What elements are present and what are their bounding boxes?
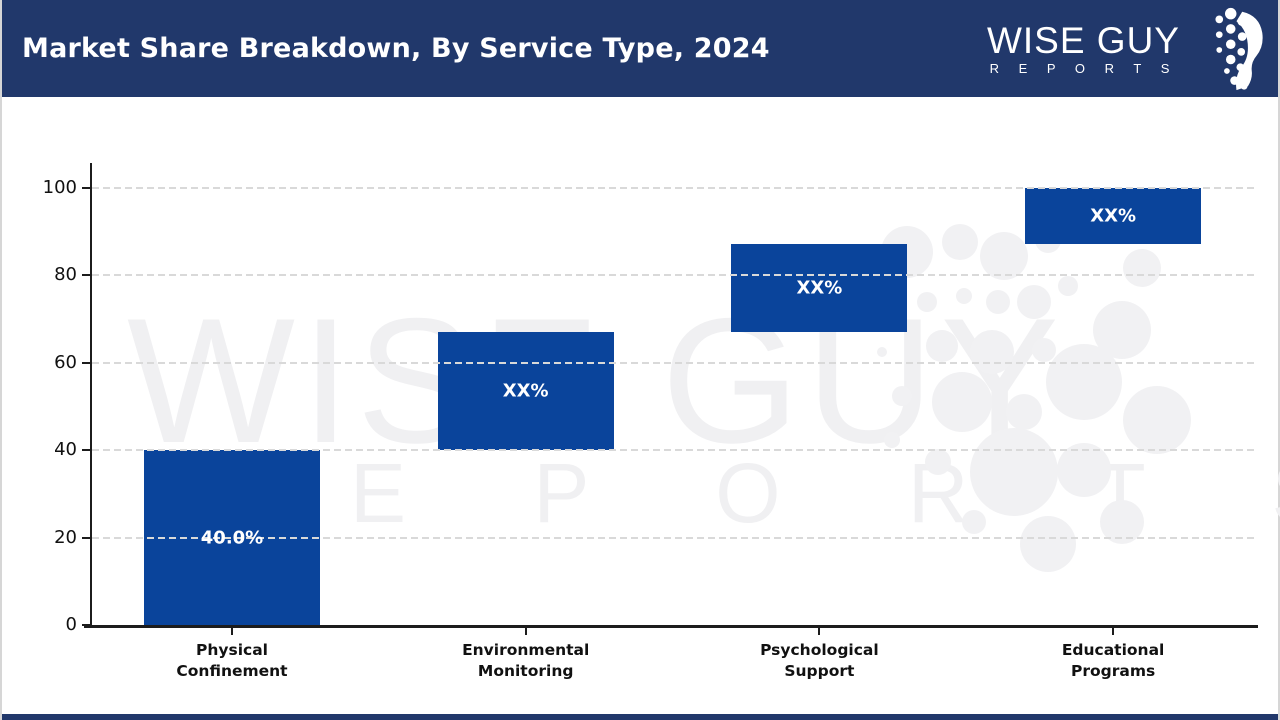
bar-2 bbox=[731, 244, 908, 332]
gridline-40 bbox=[92, 449, 1256, 451]
y-tick-label: 20 bbox=[54, 526, 77, 548]
gridline-100 bbox=[92, 186, 1256, 189]
bar-label-0: 40.0% bbox=[200, 527, 264, 548]
footer-strip bbox=[2, 714, 1278, 720]
y-tick-label: 0 bbox=[65, 614, 77, 635]
y-axis-spine bbox=[90, 163, 92, 626]
x-axis-spine bbox=[84, 625, 1258, 628]
x-tick-mark-0 bbox=[231, 627, 233, 635]
x-tick-mark-1 bbox=[524, 627, 527, 635]
x-category-label-1: Environmental Monitoring bbox=[406, 640, 646, 682]
x-category-label-2: Psychological Support bbox=[699, 640, 939, 682]
y-tick-label: 100 bbox=[42, 176, 77, 198]
bar-1 bbox=[437, 331, 614, 450]
y-tick-mark-100 bbox=[82, 186, 91, 189]
x-category-label-line: Programs bbox=[1070, 662, 1156, 680]
bar-label-1: XX% bbox=[502, 380, 549, 402]
y-tick-mark-20 bbox=[82, 536, 91, 539]
x-category-label-0: Physical Confinement bbox=[112, 640, 352, 682]
y-tick-mark-40 bbox=[82, 449, 91, 451]
x-category-label-line: Support bbox=[784, 662, 855, 680]
x-category-label-3: Educational Programs bbox=[993, 640, 1233, 682]
bar-3 bbox=[1025, 187, 1202, 245]
brand-text: WISE GUY R E P O R T S bbox=[987, 22, 1180, 75]
brand-name: WISE GUY bbox=[986, 20, 1180, 61]
x-category-label-line: Confinement bbox=[176, 662, 288, 680]
wise-guy-face-icon bbox=[1215, 7, 1263, 90]
bar-label-3: XX% bbox=[1090, 205, 1136, 227]
header-bar: Market Share Breakdown, By Service Type,… bbox=[2, 0, 1278, 97]
x-category-label-line: Educational bbox=[1061, 641, 1165, 659]
y-tick-mark-60 bbox=[82, 361, 91, 364]
gridline-80 bbox=[92, 274, 1256, 276]
x-tick-mark-3 bbox=[1112, 627, 1115, 635]
brand-logo: WISE GUY R E P O R T S bbox=[987, 6, 1264, 92]
gridline-60 bbox=[92, 361, 1256, 364]
y-tick-mark-80 bbox=[82, 274, 91, 276]
x-category-label-line: Physical bbox=[196, 641, 268, 659]
y-tick-label: 60 bbox=[54, 351, 77, 373]
x-category-label-line: Monitoring bbox=[477, 662, 574, 680]
x-category-label-line: Environmental bbox=[462, 641, 590, 659]
bar-label-2: XX% bbox=[796, 277, 843, 299]
y-tick-label: 40 bbox=[54, 439, 77, 460]
brand-subname: R E P O R T S bbox=[989, 61, 1178, 76]
gridline-20 bbox=[92, 536, 1256, 539]
y-tick-label: 80 bbox=[54, 264, 77, 285]
page-title: Market Share Breakdown, By Service Type,… bbox=[22, 33, 770, 64]
y-tick-mark-0 bbox=[82, 624, 91, 626]
x-tick-mark-2 bbox=[818, 627, 821, 635]
x-category-label-line: Psychological bbox=[760, 641, 879, 659]
